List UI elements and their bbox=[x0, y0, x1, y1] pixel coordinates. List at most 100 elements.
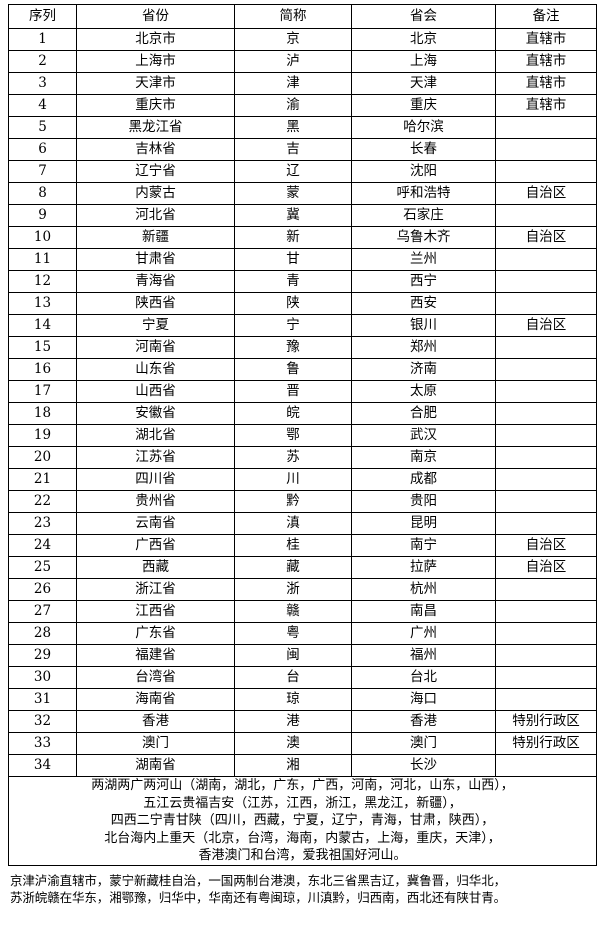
table-row: 4 重庆市渝重庆 直辖市 bbox=[8, 94, 597, 117]
table-row: 34 湖南省湘长沙 bbox=[8, 754, 597, 777]
verse-line: 四西二宁青甘陕（四川，西藏，宁夏，辽宁，青海，甘肃，陕西）， bbox=[110, 813, 495, 828]
cell-province: 安徽省 bbox=[76, 402, 235, 425]
cell-abbr: 渝 bbox=[234, 94, 352, 117]
cell-capital: 兰州 bbox=[351, 248, 496, 271]
cell-province: 河北省 bbox=[76, 204, 235, 227]
cell-province: 内蒙古 bbox=[76, 182, 235, 205]
cell-capital: 成都 bbox=[351, 468, 496, 491]
cell-abbr: 藏 bbox=[234, 556, 352, 579]
cell-index: 2 bbox=[8, 50, 77, 73]
cell-index: 25 bbox=[8, 556, 77, 579]
table-row: 26 浙江省浙杭州 bbox=[8, 578, 597, 601]
cell-capital: 北京 bbox=[351, 28, 496, 51]
cell-capital: 石家庄 bbox=[351, 204, 496, 227]
cell-capital: 上海 bbox=[351, 50, 496, 73]
cell-note bbox=[495, 578, 597, 601]
cell-note bbox=[495, 248, 597, 271]
table-row: 2 上海市泸上海 直辖市 bbox=[8, 50, 597, 73]
cell-province: 香港 bbox=[76, 710, 235, 733]
table-row: 10 新疆新乌鲁木齐 自治区 bbox=[8, 226, 597, 249]
cell-province: 广东省 bbox=[76, 622, 235, 645]
table-row: 17 山西省晋太原 bbox=[8, 380, 597, 403]
cell-capital: 广州 bbox=[351, 622, 496, 645]
table-row: 30 台湾省台台北 bbox=[8, 666, 597, 689]
cell-note bbox=[495, 138, 597, 161]
cell-abbr: 黔 bbox=[234, 490, 352, 513]
cell-province: 河南省 bbox=[76, 336, 235, 359]
cell-note bbox=[495, 336, 597, 359]
column-header-note: 备注 bbox=[495, 4, 597, 29]
cell-capital: 拉萨 bbox=[351, 556, 496, 579]
cell-note bbox=[495, 490, 597, 513]
cell-abbr: 湘 bbox=[234, 754, 352, 777]
cell-index: 28 bbox=[8, 622, 77, 645]
cell-note: 直辖市 bbox=[495, 28, 597, 51]
cell-capital: 呼和浩特 bbox=[351, 182, 496, 205]
cell-index: 27 bbox=[8, 600, 77, 623]
cell-index: 26 bbox=[8, 578, 77, 601]
cell-province: 陕西省 bbox=[76, 292, 235, 315]
cell-abbr: 泸 bbox=[234, 50, 352, 73]
cell-abbr: 陕 bbox=[234, 292, 352, 315]
cell-abbr: 冀 bbox=[234, 204, 352, 227]
table-row: 31 海南省琼海口 bbox=[8, 688, 597, 711]
cell-index: 17 bbox=[8, 380, 77, 403]
cell-index: 24 bbox=[8, 534, 77, 557]
cell-note bbox=[495, 512, 597, 535]
cell-note: 自治区 bbox=[495, 556, 597, 579]
cell-capital: 长沙 bbox=[351, 754, 496, 777]
cell-capital: 沈阳 bbox=[351, 160, 496, 183]
table-row: 15 河南省豫郑州 bbox=[8, 336, 597, 359]
cell-province: 青海省 bbox=[76, 270, 235, 293]
table-row: 20 江苏省苏南京 bbox=[8, 446, 597, 469]
verse-line: 北台海内上重天（北京，台湾，海南，内蒙古，上海，重庆，天津）， bbox=[104, 830, 501, 846]
cell-province: 广西省 bbox=[76, 534, 235, 557]
cell-abbr: 桂 bbox=[234, 534, 352, 557]
cell-index: 20 bbox=[8, 446, 77, 469]
cell-note: 直辖市 bbox=[495, 94, 597, 117]
cell-note bbox=[495, 644, 597, 667]
cell-abbr: 琼 bbox=[234, 688, 352, 711]
cell-capital: 乌鲁木齐 bbox=[351, 226, 496, 249]
cell-province: 江苏省 bbox=[76, 446, 235, 469]
cell-index: 29 bbox=[8, 644, 77, 667]
cell-index: 23 bbox=[8, 512, 77, 535]
verse-line: 两湖两广两河山（湖南，湖北，广东，广西，河南，河北，山东，山西）， bbox=[91, 778, 514, 793]
cell-province: 山西省 bbox=[76, 380, 235, 403]
table-row: 23 云南省滇昆明 bbox=[8, 512, 597, 535]
verse-line: 香港澳门和台湾，爱我祖国好河山。 bbox=[198, 848, 407, 863]
cell-index: 5 bbox=[8, 116, 77, 139]
cell-index: 30 bbox=[8, 666, 77, 689]
table-row: 8 内蒙古蒙呼和浩特 自治区 bbox=[8, 182, 597, 205]
cell-note bbox=[495, 622, 597, 645]
column-header-capital: 省会 bbox=[351, 4, 496, 29]
cell-note: 特别行政区 bbox=[495, 710, 597, 733]
cell-abbr: 鄂 bbox=[234, 424, 352, 447]
cell-index: 3 bbox=[8, 72, 77, 95]
cell-index: 4 bbox=[8, 94, 77, 117]
cell-index: 21 bbox=[8, 468, 77, 491]
table-row: 25 西藏藏拉萨 自治区 bbox=[8, 556, 597, 579]
cell-capital: 南京 bbox=[351, 446, 496, 469]
cell-province: 黑龙江省 bbox=[76, 116, 235, 139]
cell-province: 新疆 bbox=[76, 226, 235, 249]
table-row: 12 青海省青西宁 bbox=[8, 270, 597, 293]
table-row: 33 澳门澳澳门 特别行政区 bbox=[8, 732, 597, 755]
cell-province: 湖南省 bbox=[76, 754, 235, 777]
table-row: 11 甘肃省甘兰州 bbox=[8, 248, 597, 271]
table-row: 1 北京市京北京 直辖市 bbox=[8, 28, 597, 51]
table-row: 32 香港港香港 特别行政区 bbox=[8, 710, 597, 733]
cell-province: 上海市 bbox=[76, 50, 235, 73]
cell-abbr: 宁 bbox=[234, 314, 352, 337]
cell-province: 北京市 bbox=[76, 28, 235, 51]
cell-index: 13 bbox=[8, 292, 77, 315]
cell-province: 云南省 bbox=[76, 512, 235, 535]
cell-capital: 南昌 bbox=[351, 600, 496, 623]
cell-capital: 天津 bbox=[351, 72, 496, 95]
cell-note: 自治区 bbox=[495, 182, 597, 205]
cell-index: 8 bbox=[8, 182, 77, 205]
table-body: 1 北京市京北京 直辖市 2 上海市泸上海 直辖市 3 天津市津天津 直辖市 4 重庆市渝重庆 直辖市… bbox=[8, 28, 597, 777]
cell-index: 15 bbox=[8, 336, 77, 359]
cell-capital: 香港 bbox=[351, 710, 496, 733]
